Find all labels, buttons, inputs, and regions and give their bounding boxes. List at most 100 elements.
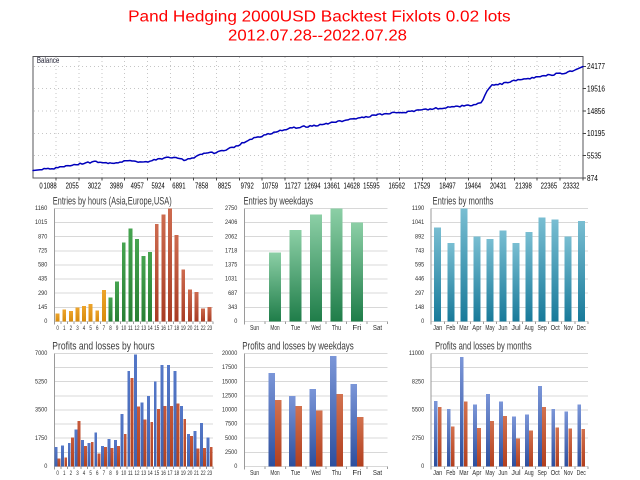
svg-text:14: 14 <box>148 470 153 477</box>
svg-text:Oct: Oct <box>551 325 560 332</box>
svg-text:Profits and losses by weekdays: Profits and losses by weekdays <box>242 341 354 353</box>
svg-text:3500: 3500 <box>35 407 48 414</box>
svg-text:Jul: Jul <box>511 470 521 477</box>
svg-text:May: May <box>485 325 495 332</box>
svg-text:19464: 19464 <box>465 181 482 190</box>
svg-text:17529: 17529 <box>414 181 431 190</box>
svg-text:1718: 1718 <box>225 247 238 254</box>
svg-text:595: 595 <box>415 262 425 269</box>
svg-text:11000: 11000 <box>409 350 425 357</box>
svg-text:14628: 14628 <box>343 181 360 190</box>
svg-text:15595: 15595 <box>363 181 380 190</box>
svg-text:Dec: Dec <box>577 470 587 477</box>
svg-text:7858: 7858 <box>195 181 209 190</box>
svg-text:5: 5 <box>89 470 92 477</box>
svg-text:1: 1 <box>63 325 66 332</box>
svg-text:23: 23 <box>207 325 212 332</box>
svg-text:Feb: Feb <box>446 325 455 332</box>
svg-text:Entries by weekdays: Entries by weekdays <box>244 196 314 208</box>
svg-text:13661: 13661 <box>324 181 341 190</box>
svg-text:1031: 1031 <box>225 276 238 283</box>
svg-text:16: 16 <box>161 470 166 477</box>
svg-text:15000: 15000 <box>222 378 238 385</box>
svg-text:5924: 5924 <box>151 181 165 190</box>
svg-text:Nov: Nov <box>564 470 574 477</box>
svg-text:7000: 7000 <box>35 350 48 357</box>
svg-text:4957: 4957 <box>131 181 145 190</box>
svg-text:1190: 1190 <box>412 205 425 212</box>
svg-text:Tue: Tue <box>291 470 300 477</box>
svg-text:Mon: Mon <box>270 325 279 332</box>
svg-text:0: 0 <box>234 318 237 325</box>
svg-text:145: 145 <box>38 304 48 311</box>
svg-text:19516: 19516 <box>587 85 605 94</box>
svg-text:435: 435 <box>38 276 48 283</box>
svg-text:0: 0 <box>234 463 237 470</box>
svg-text:20000: 20000 <box>222 350 238 357</box>
svg-text:19: 19 <box>181 325 186 332</box>
svg-text:5535: 5535 <box>587 152 602 161</box>
svg-text:8250: 8250 <box>412 378 425 385</box>
svg-text:20431: 20431 <box>490 181 507 190</box>
svg-text:Jun: Jun <box>498 325 507 332</box>
svg-text:2750: 2750 <box>412 435 425 442</box>
svg-text:Aug: Aug <box>524 325 533 332</box>
svg-text:22365: 22365 <box>541 181 558 190</box>
svg-text:5000: 5000 <box>225 435 238 442</box>
svg-text:22: 22 <box>201 470 206 477</box>
svg-text:3989: 3989 <box>110 181 124 190</box>
svg-text:3022: 3022 <box>88 181 102 190</box>
svg-text:18497: 18497 <box>439 181 456 190</box>
svg-text:3: 3 <box>76 325 79 332</box>
svg-text:2055: 2055 <box>66 181 80 190</box>
svg-text:11: 11 <box>128 325 133 332</box>
svg-text:5500: 5500 <box>412 407 425 414</box>
svg-text:Mar: Mar <box>459 470 469 477</box>
svg-text:14: 14 <box>148 325 153 332</box>
svg-text:Wed: Wed <box>311 470 320 477</box>
svg-text:0: 0 <box>44 318 47 325</box>
svg-text:9: 9 <box>116 325 119 332</box>
svg-text:Thu: Thu <box>332 470 341 477</box>
svg-text:10: 10 <box>121 325 126 332</box>
svg-text:Sat: Sat <box>373 325 382 332</box>
svg-text:0: 0 <box>56 470 59 477</box>
svg-text:2: 2 <box>70 470 73 477</box>
svg-text:874: 874 <box>587 174 598 183</box>
svg-text:Dec: Dec <box>577 325 587 332</box>
svg-text:Wed: Wed <box>311 325 320 332</box>
svg-text:Thu: Thu <box>332 325 341 332</box>
svg-text:Jun: Jun <box>498 470 507 477</box>
svg-text:19: 19 <box>181 470 186 477</box>
svg-text:Mar: Mar <box>459 325 469 332</box>
svg-text:12500: 12500 <box>222 392 238 399</box>
svg-text:6: 6 <box>96 470 99 477</box>
svg-text:Jan: Jan <box>433 325 442 332</box>
svg-text:Sat: Sat <box>373 470 382 477</box>
svg-text:24177: 24177 <box>587 62 605 71</box>
svg-text:Oct: Oct <box>551 470 560 477</box>
svg-text:2: 2 <box>70 325 73 332</box>
svg-text:14856: 14856 <box>587 107 605 116</box>
svg-text:Sep: Sep <box>538 470 547 477</box>
svg-text:22: 22 <box>201 325 206 332</box>
svg-text:1088: 1088 <box>44 181 58 190</box>
svg-text:13: 13 <box>141 470 146 477</box>
svg-text:6: 6 <box>96 325 99 332</box>
svg-text:2012.07.28--2022.07.28: 2012.07.28--2022.07.28 <box>228 27 407 44</box>
svg-text:5: 5 <box>89 325 92 332</box>
svg-text:4: 4 <box>83 325 86 332</box>
svg-text:10000: 10000 <box>222 407 238 414</box>
svg-text:7: 7 <box>103 470 106 477</box>
svg-text:23332: 23332 <box>563 181 580 190</box>
svg-text:2406: 2406 <box>225 219 238 226</box>
svg-text:0: 0 <box>56 325 59 332</box>
svg-text:725: 725 <box>38 247 48 254</box>
svg-text:290: 290 <box>38 290 48 297</box>
svg-text:297: 297 <box>415 290 425 297</box>
svg-text:0: 0 <box>421 463 424 470</box>
svg-text:17500: 17500 <box>222 364 238 371</box>
svg-text:2750: 2750 <box>225 205 238 212</box>
svg-text:21: 21 <box>194 325 199 332</box>
svg-text:446: 446 <box>415 276 425 283</box>
